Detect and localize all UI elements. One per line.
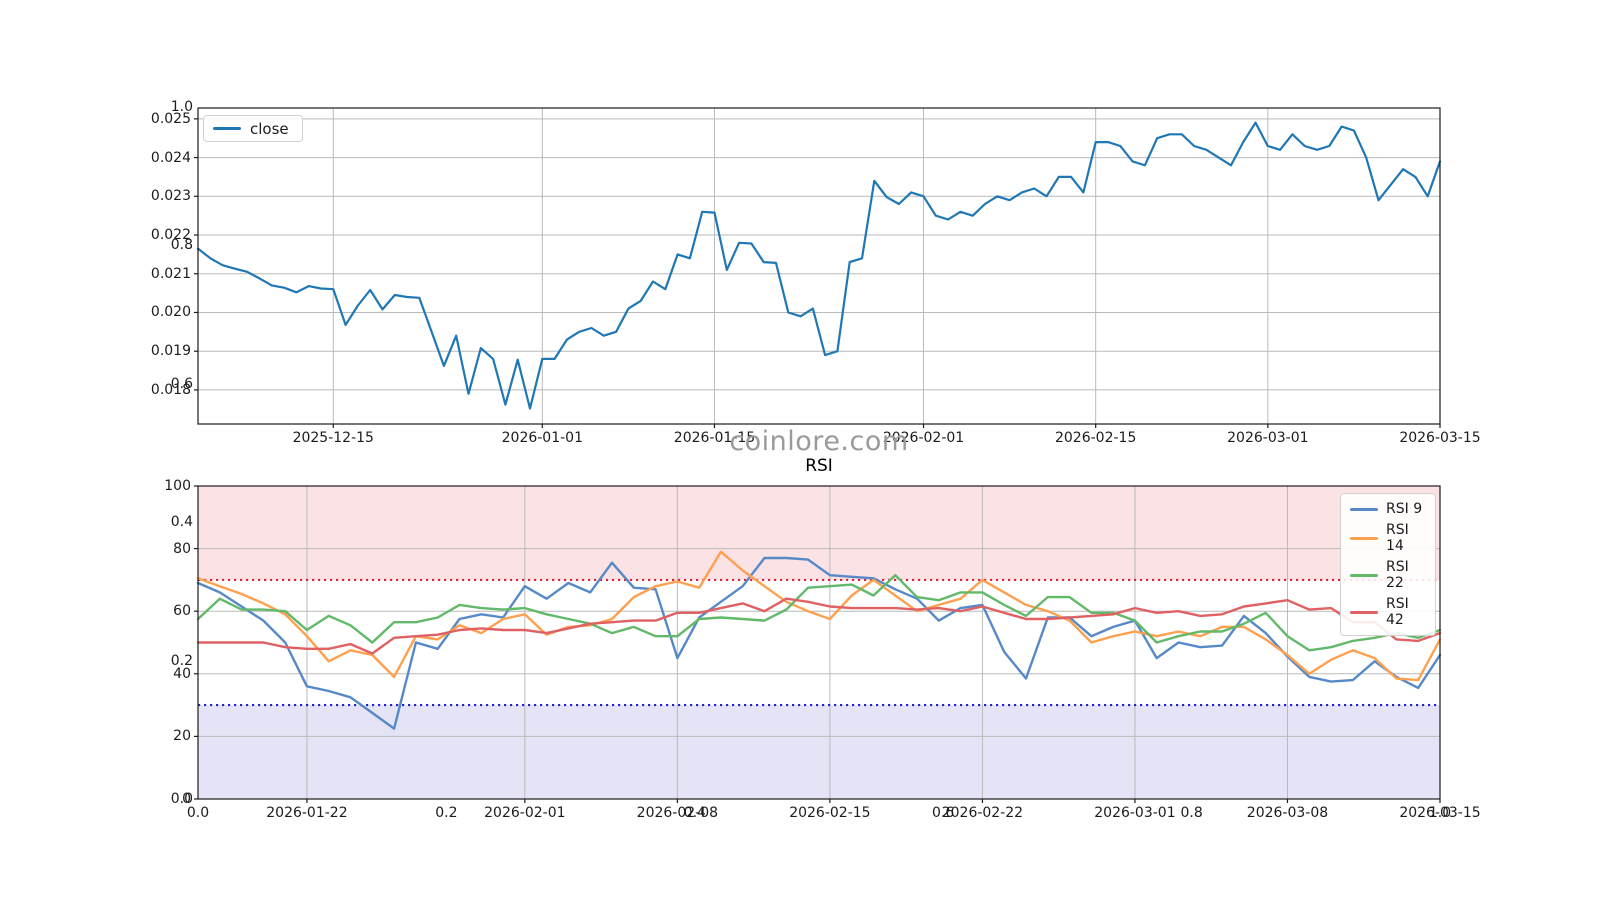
rsi42-legend-label: RSI 42 <box>1386 596 1409 628</box>
legend-row-rsi14: RSI 14 <box>1350 522 1426 554</box>
legend-row-rsi9: RSI 9 <box>1350 501 1426 517</box>
series-rsi-22 <box>196 574 1442 652</box>
legend-row-rsi42: RSI 42 <box>1350 596 1426 628</box>
rsi9-line-swatch <box>1350 507 1378 511</box>
watermark: coinlore.com <box>729 426 909 457</box>
rsi22-legend-label: RSI 22 <box>1386 559 1409 591</box>
rsi-legend: RSI 9 RSI 14 RSI 22 RSI 42 <box>1340 493 1436 636</box>
rsi14-legend-label: RSI 14 <box>1386 522 1409 554</box>
price-legend: close <box>203 115 303 142</box>
plot-frame <box>197 107 1441 425</box>
oversold-zone <box>198 705 1440 799</box>
plot-frame <box>197 485 1441 800</box>
rsi42-line-swatch <box>1350 610 1378 614</box>
series-rsi-42 <box>196 597 1442 655</box>
close-legend-label: close <box>250 119 289 138</box>
overbought-zone <box>198 486 1440 580</box>
rsi-panel-title: RSI <box>805 456 833 476</box>
rsi14-line-swatch <box>1350 536 1378 540</box>
series-close <box>196 121 1442 410</box>
legend-row-rsi22: RSI 22 <box>1350 559 1426 591</box>
rsi9-legend-label: RSI 9 <box>1386 501 1423 517</box>
close-line-swatch <box>213 127 241 130</box>
series-rsi-9 <box>196 556 1442 730</box>
rsi22-line-swatch <box>1350 573 1378 577</box>
